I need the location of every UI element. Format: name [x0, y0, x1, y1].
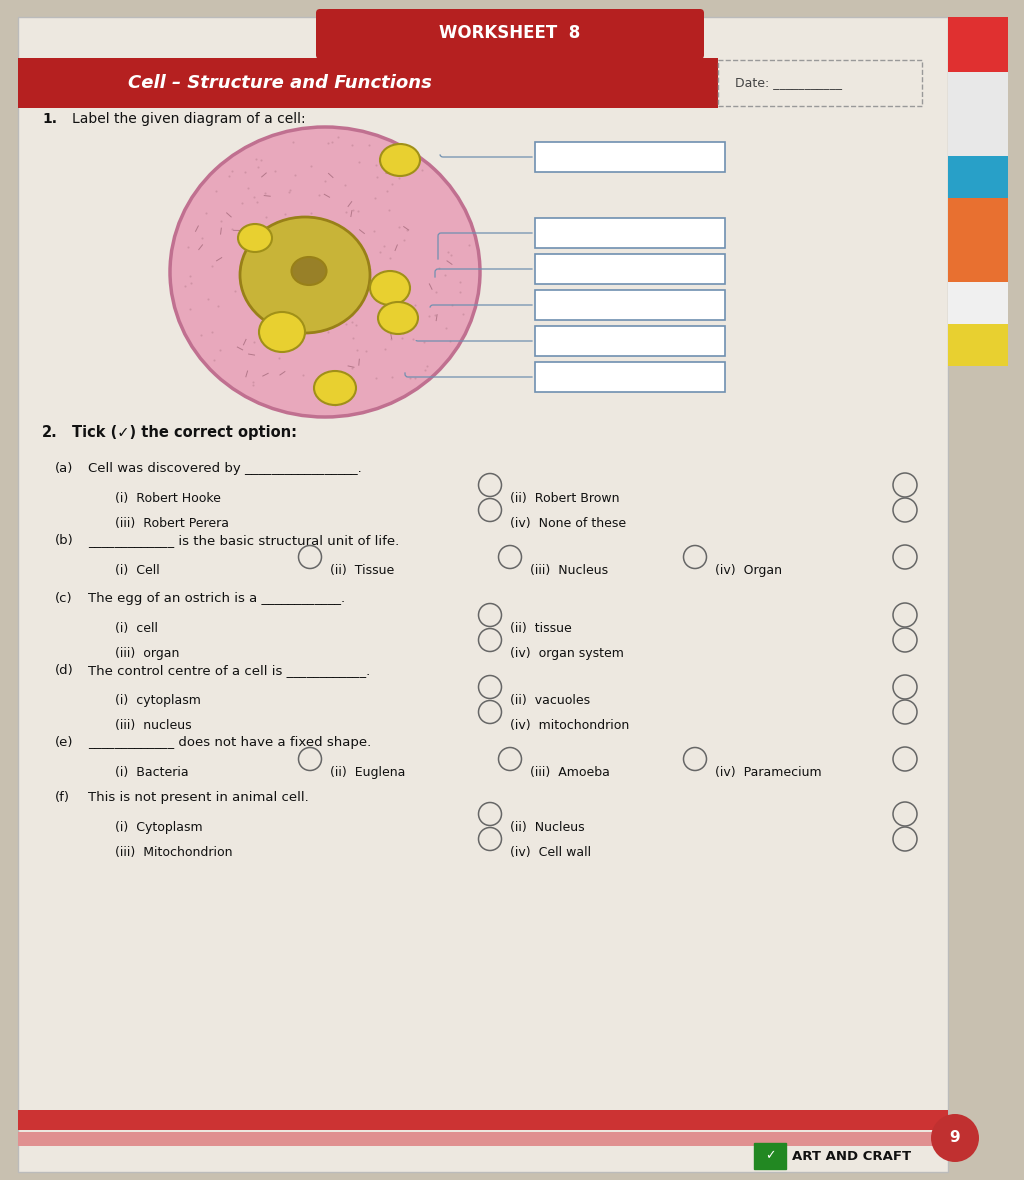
FancyBboxPatch shape [754, 1143, 786, 1169]
Text: (iv)  organ system: (iv) organ system [510, 647, 624, 660]
Ellipse shape [370, 271, 410, 304]
FancyBboxPatch shape [535, 218, 725, 248]
Text: ✓: ✓ [765, 1149, 775, 1162]
Text: 2.: 2. [42, 425, 57, 440]
Text: WORKSHEET  8: WORKSHEET 8 [439, 25, 581, 42]
Ellipse shape [314, 371, 356, 405]
Text: 1.: 1. [42, 112, 57, 126]
Text: _____________ is the basic structural unit of life.: _____________ is the basic structural un… [88, 535, 399, 548]
Ellipse shape [292, 257, 327, 286]
Text: (i)  Cytoplasm: (i) Cytoplasm [115, 821, 203, 834]
FancyBboxPatch shape [535, 326, 725, 356]
Bar [948, 240, 1008, 282]
Text: The egg of an ostrich is a ____________.: The egg of an ostrich is a ____________. [88, 592, 345, 605]
Text: (i)  Cell: (i) Cell [115, 564, 160, 577]
Text: (iv)  None of these: (iv) None of these [510, 517, 626, 530]
Text: (i)  cell: (i) cell [115, 622, 158, 635]
Text: 9: 9 [949, 1130, 961, 1146]
Text: (iv)  Organ: (iv) Organ [715, 564, 782, 577]
Text: (iii)  Amoeba: (iii) Amoeba [530, 766, 610, 779]
Text: (iii)  Mitochondrion: (iii) Mitochondrion [115, 846, 232, 859]
Text: (a): (a) [55, 463, 74, 476]
Bar [948, 17, 1008, 72]
Text: This is not present in animal cell.: This is not present in animal cell. [88, 791, 309, 804]
Text: Label the given diagram of a cell:: Label the given diagram of a cell: [72, 112, 305, 126]
Text: Tick (✓) the correct option:: Tick (✓) the correct option: [72, 425, 297, 440]
Ellipse shape [380, 144, 420, 176]
Ellipse shape [240, 217, 370, 333]
FancyBboxPatch shape [535, 362, 725, 392]
FancyBboxPatch shape [718, 60, 922, 106]
Ellipse shape [378, 302, 418, 334]
Text: (ii)  Euglena: (ii) Euglena [330, 766, 406, 779]
Bar [948, 72, 1008, 114]
Text: (iv)  Cell wall: (iv) Cell wall [510, 846, 591, 859]
Bar [948, 324, 1008, 366]
Text: (iii)  organ: (iii) organ [115, 647, 179, 660]
Text: (d): (d) [55, 664, 74, 677]
Bar [18, 1132, 948, 1146]
Text: (i)  Robert Hooke: (i) Robert Hooke [115, 492, 221, 505]
Text: (iii)  nucleus: (iii) nucleus [115, 719, 191, 732]
Text: (ii)  Nucleus: (ii) Nucleus [510, 821, 585, 834]
Circle shape [931, 1114, 979, 1162]
Text: The control centre of a cell is ____________.: The control centre of a cell is ________… [88, 664, 371, 677]
Bar [948, 282, 1008, 324]
Ellipse shape [170, 127, 480, 417]
Ellipse shape [259, 312, 305, 352]
Bar [948, 114, 1008, 156]
Bar [948, 156, 1008, 198]
FancyBboxPatch shape [535, 290, 725, 320]
FancyBboxPatch shape [18, 58, 718, 109]
FancyBboxPatch shape [535, 142, 725, 172]
Bar [948, 198, 1008, 240]
Text: (iv)  Paramecium: (iv) Paramecium [715, 766, 821, 779]
Text: (ii)  Tissue: (ii) Tissue [330, 564, 394, 577]
Text: (ii)  vacuoles: (ii) vacuoles [510, 694, 590, 707]
Bar [18, 1110, 948, 1130]
Text: (ii)  tissue: (ii) tissue [510, 622, 571, 635]
Text: (ii)  Robert Brown: (ii) Robert Brown [510, 492, 620, 505]
Text: ART AND CRAFT: ART AND CRAFT [792, 1149, 911, 1162]
Ellipse shape [238, 224, 272, 253]
Text: (i)  cytoplasm: (i) cytoplasm [115, 694, 201, 707]
FancyBboxPatch shape [535, 254, 725, 284]
Text: (e): (e) [55, 736, 74, 749]
Text: (iii)  Nucleus: (iii) Nucleus [530, 564, 608, 577]
Text: _____________ does not have a fixed shape.: _____________ does not have a fixed shap… [88, 736, 372, 749]
Text: Date: ___________: Date: ___________ [735, 77, 842, 90]
Text: (iii)  Robert Perera: (iii) Robert Perera [115, 517, 229, 530]
Text: (c): (c) [55, 592, 73, 605]
Text: (i)  Bacteria: (i) Bacteria [115, 766, 188, 779]
Text: Cell was discovered by _________________.: Cell was discovered by _________________… [88, 463, 361, 476]
FancyBboxPatch shape [316, 9, 705, 59]
Text: (iv)  mitochondrion: (iv) mitochondrion [510, 719, 630, 732]
Text: (b): (b) [55, 535, 74, 548]
Text: (f): (f) [55, 791, 70, 804]
Text: Cell – Structure and Functions: Cell – Structure and Functions [128, 74, 432, 92]
